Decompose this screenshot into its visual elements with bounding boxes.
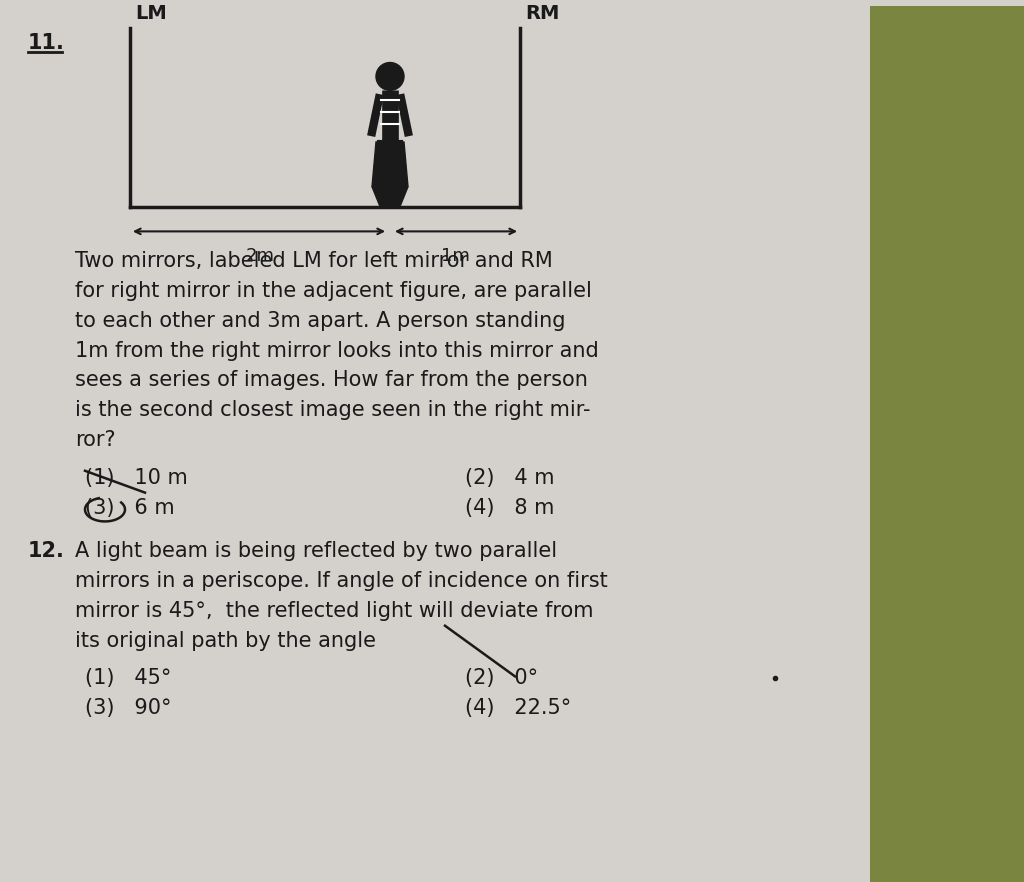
Text: (4)   22.5°: (4) 22.5° (465, 699, 571, 718)
Text: (3)   90°: (3) 90° (85, 699, 171, 718)
Bar (860, 6, 1024, 882)
Bar (0, 6, 870, 882)
Text: ror?: ror? (75, 430, 116, 450)
Text: 12.: 12. (28, 542, 65, 561)
Polygon shape (372, 142, 408, 187)
Text: A light beam is being reflected by two parallel: A light beam is being reflected by two p… (75, 542, 557, 561)
Text: is the second closest image seen in the right mir-: is the second closest image seen in the … (75, 400, 591, 420)
Text: (2)   4 m: (2) 4 m (465, 467, 555, 488)
Text: to each other and 3m apart. A person standing: to each other and 3m apart. A person sta… (75, 310, 565, 331)
Text: (3)   6 m: (3) 6 m (85, 497, 175, 518)
Text: 11.: 11. (28, 33, 65, 53)
Text: LM: LM (135, 4, 167, 23)
Text: 1m from the right mirror looks into this mirror and: 1m from the right mirror looks into this… (75, 340, 599, 361)
Text: its original path by the angle: its original path by the angle (75, 631, 376, 651)
Text: 2m: 2m (246, 247, 274, 265)
Circle shape (376, 63, 404, 90)
Text: mirror is 45°,  the reflected light will deviate from: mirror is 45°, the reflected light will … (75, 601, 594, 621)
Text: 1m: 1m (440, 247, 469, 265)
Text: (4)   8 m: (4) 8 m (465, 497, 554, 518)
Text: (1)   45°: (1) 45° (85, 669, 171, 689)
Text: sees a series of images. How far from the person: sees a series of images. How far from th… (75, 370, 588, 391)
Text: RM: RM (525, 4, 559, 23)
Text: for right mirror in the adjacent figure, are parallel: for right mirror in the adjacent figure,… (75, 281, 592, 301)
Text: (2)   0°: (2) 0° (465, 669, 539, 689)
Polygon shape (372, 187, 408, 206)
Text: (1)   10 m: (1) 10 m (85, 467, 187, 488)
Text: mirrors in a periscope. If angle of incidence on first: mirrors in a periscope. If angle of inci… (75, 572, 608, 591)
Text: Two mirrors, labeled LM for left mirror and RM: Two mirrors, labeled LM for left mirror … (75, 251, 553, 272)
